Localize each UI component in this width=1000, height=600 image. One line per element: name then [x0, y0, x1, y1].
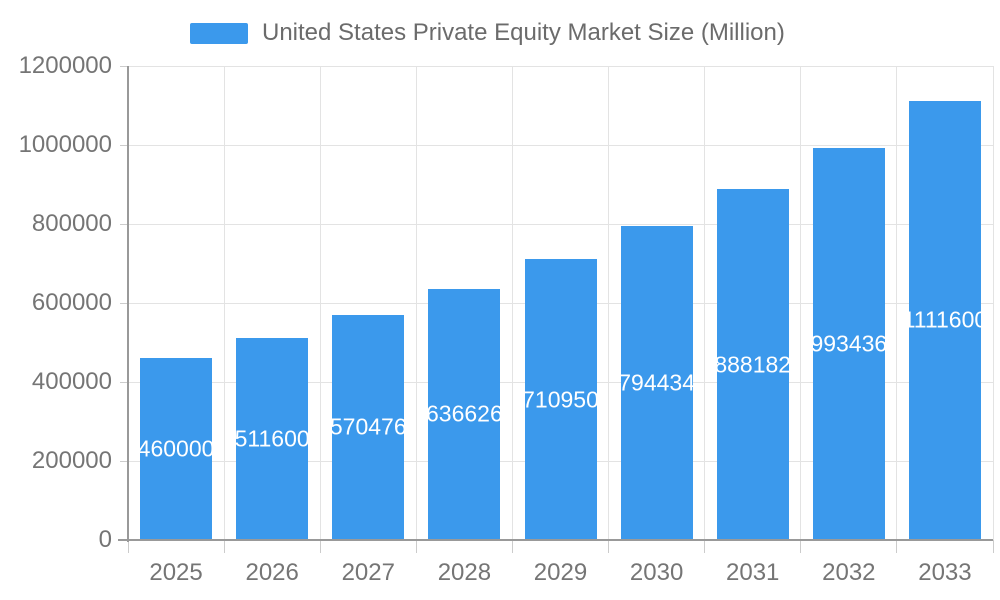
bar-2028[interactable]: 636626: [428, 288, 501, 540]
y-gridline: [128, 144, 993, 146]
x-gridline: [896, 66, 898, 540]
bar-value-label: 993436: [812, 330, 885, 357]
y-axis-tick: [120, 302, 128, 304]
x-gridline: [319, 66, 321, 540]
x-axis-category-label: 2031: [726, 559, 780, 586]
legend-label: United States Private Equity Market Size…: [262, 19, 785, 46]
y-axis-tick: [120, 65, 128, 67]
bar-value-label: 460000: [140, 435, 213, 462]
bar-value-label: 1111600: [909, 306, 981, 333]
x-axis-tick: [319, 540, 321, 553]
bar-value-label: 570476: [332, 413, 405, 440]
y-axis-tick: [120, 223, 128, 225]
x-axis-tick: [511, 540, 513, 553]
x-axis-tick: [127, 540, 129, 553]
x-gridline: [992, 66, 994, 540]
x-axis-category-label: 2028: [437, 559, 492, 586]
x-axis-category-label: 2030: [629, 559, 684, 586]
x-axis-category-label: 2033: [918, 559, 972, 586]
bar-2026[interactable]: 511600: [236, 337, 309, 540]
y-axis-tick-label: 200000: [31, 447, 112, 474]
y-axis-tick-label: 1200000: [18, 52, 112, 79]
x-gridline: [800, 66, 802, 540]
y-axis-tick: [120, 460, 128, 462]
y-axis-tick: [120, 381, 128, 383]
y-axis-tick-label: 800000: [31, 210, 112, 237]
x-axis-line: [118, 539, 993, 541]
bar-value-label: 511600: [236, 425, 309, 452]
x-axis-tick: [992, 540, 994, 553]
legend-item[interactable]: United States Private Equity Market Size…: [190, 20, 785, 46]
x-axis-tick: [415, 540, 417, 553]
x-axis-tick: [223, 540, 225, 553]
x-axis-tick: [896, 540, 898, 553]
x-gridline: [223, 66, 225, 540]
x-gridline: [608, 66, 610, 540]
y-axis-tick-label: 1000000: [18, 131, 112, 158]
y-axis-tick-label: 600000: [31, 289, 112, 316]
bar-2027[interactable]: 570476: [332, 314, 405, 540]
x-gridline: [511, 66, 513, 540]
bar-value-label: 794434: [620, 369, 693, 396]
bar-2033[interactable]: 1111600: [908, 100, 981, 540]
y-axis-tick-label: 0: [98, 526, 112, 553]
x-gridline: [415, 66, 417, 540]
x-axis-category-label: 2027: [341, 559, 395, 586]
bar-value-label: 636626: [428, 400, 501, 427]
bar-2032[interactable]: 993436: [812, 147, 885, 540]
x-axis-category-label: 2029: [533, 559, 588, 586]
y-gridline: [128, 65, 993, 67]
x-axis-tick: [704, 540, 706, 553]
bar-value-label: 888182: [716, 351, 789, 378]
x-axis-tick: [608, 540, 610, 553]
bar-2029[interactable]: 710950: [524, 259, 597, 540]
legend-swatch: [190, 22, 248, 44]
bar-2030[interactable]: 794434: [620, 226, 693, 540]
x-axis-category-label: 2025: [149, 559, 203, 586]
y-axis-tick-label: 400000: [31, 368, 112, 395]
bar-2025[interactable]: 460000: [140, 358, 213, 540]
bar-value-label: 710950: [524, 386, 597, 413]
bar-2031[interactable]: 888182: [716, 189, 789, 540]
x-gridline: [704, 66, 706, 540]
x-axis-category-label: 2032: [822, 559, 876, 586]
x-axis-tick: [800, 540, 802, 553]
y-gridline: [128, 223, 993, 225]
x-axis-category-label: 2026: [245, 559, 299, 586]
y-axis-line: [127, 66, 129, 542]
y-axis-tick: [120, 144, 128, 146]
